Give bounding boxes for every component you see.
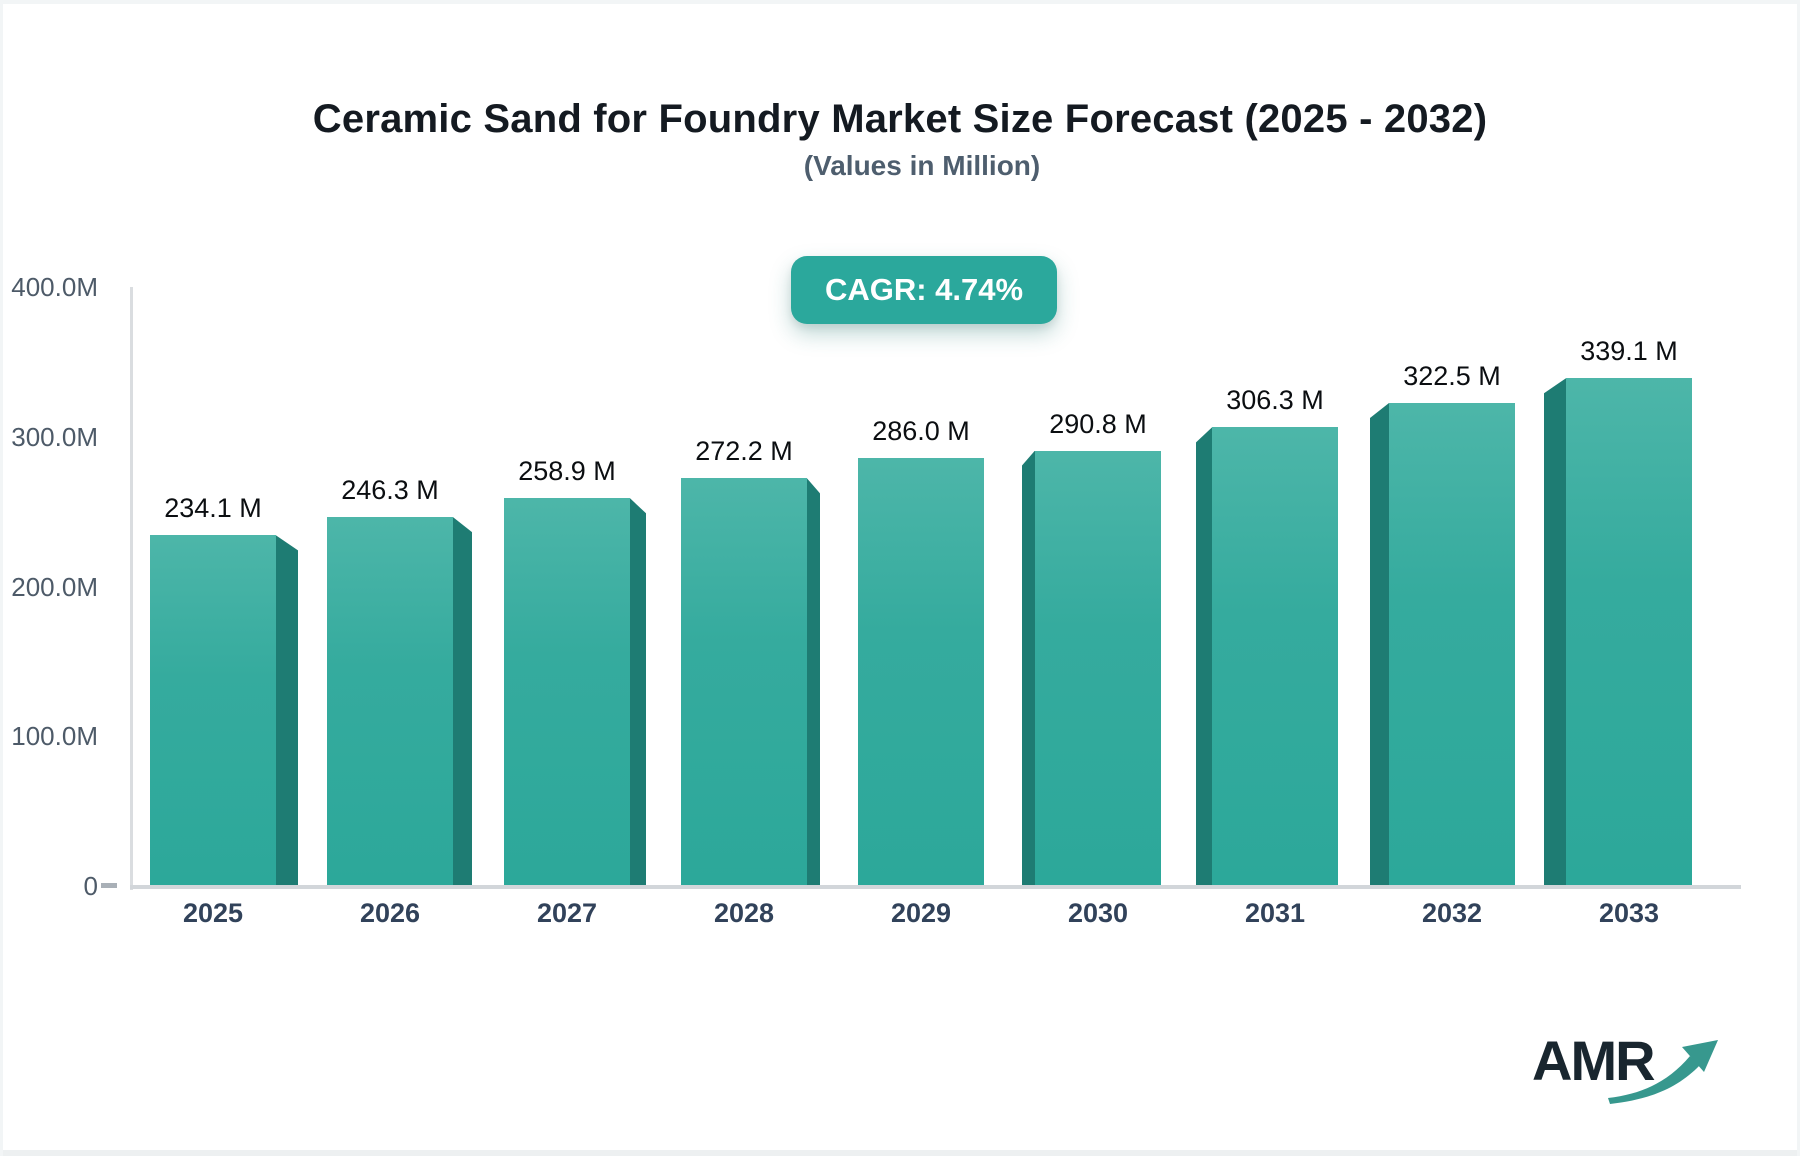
page-edge-top	[0, 0, 1800, 4]
bar-value-label: 290.8 M	[1049, 408, 1147, 439]
x-axis-category-label: 2032	[1421, 898, 1483, 928]
x-axis-category-label: 2025	[182, 898, 244, 928]
page-edge-right	[1797, 0, 1800, 1156]
bar	[504, 498, 630, 888]
bar	[1389, 403, 1515, 888]
y-axis-zero-tick-mark	[101, 883, 117, 888]
bar	[1566, 378, 1692, 888]
y-axis-tick-label: 100.0M	[11, 721, 98, 752]
cagr-badge: CAGR: 4.74%	[791, 256, 1057, 324]
page-edge-bottom	[0, 1150, 1800, 1156]
bar	[327, 517, 453, 888]
bar-3d-side-face	[1196, 427, 1212, 888]
bar-3d-side-face	[1544, 378, 1566, 888]
bar-value-label: 258.9 M	[518, 456, 616, 487]
bar-value-label: 246.3 M	[341, 475, 439, 506]
x-axis-category-label: 2028	[713, 898, 775, 928]
chart-subtitle: (Values in Million)	[803, 150, 1041, 181]
y-axis-line	[130, 287, 133, 890]
bar	[1035, 450, 1161, 888]
x-axis-category-label: 2027	[536, 898, 598, 928]
bar	[1212, 427, 1338, 888]
y-axis-tick-label: 0	[83, 871, 98, 901]
x-axis-category-label: 2030	[1067, 898, 1129, 928]
trend-up-arrow-icon	[1608, 1040, 1718, 1104]
bar-3d-side-face	[807, 478, 820, 888]
bar-3d-side-face	[276, 535, 298, 888]
chart-title: Ceramic Sand for Foundry Market Size For…	[312, 97, 1488, 141]
amr-logo: AMR	[1532, 1028, 1732, 1118]
bar	[858, 457, 984, 888]
x-axis-category-label: 2031	[1244, 898, 1306, 928]
y-axis-tick-label: 400.0M	[11, 272, 98, 302]
bar-value-label: 234.1 M	[164, 493, 262, 524]
y-axis-tick-label: 200.0M	[11, 571, 98, 602]
bar	[681, 478, 807, 888]
x-axis-category-label: 2033	[1598, 898, 1660, 928]
bar-value-label: 339.1 M	[1580, 336, 1678, 367]
bar-value-label: 306.3 M	[1226, 385, 1324, 416]
bar-value-label: 322.5 M	[1403, 361, 1501, 392]
x-axis-category-label: 2029	[890, 898, 952, 928]
x-axis-category-label: 2026	[359, 898, 421, 928]
y-axis-tick-label: 300.0M	[11, 421, 98, 452]
bar-3d-side-face	[630, 498, 646, 888]
bar-3d-side-face	[453, 517, 472, 888]
page-edge-left	[0, 0, 3, 1156]
bar	[150, 535, 276, 888]
bar-value-label: 286.0 M	[872, 415, 970, 446]
amr-logo-text: AMR	[1532, 1029, 1656, 1092]
x-axis-line	[130, 885, 1741, 889]
bar-3d-side-face	[1370, 403, 1389, 888]
bar-3d-side-face	[1022, 450, 1035, 888]
bar-value-label: 272.2 M	[695, 436, 793, 467]
